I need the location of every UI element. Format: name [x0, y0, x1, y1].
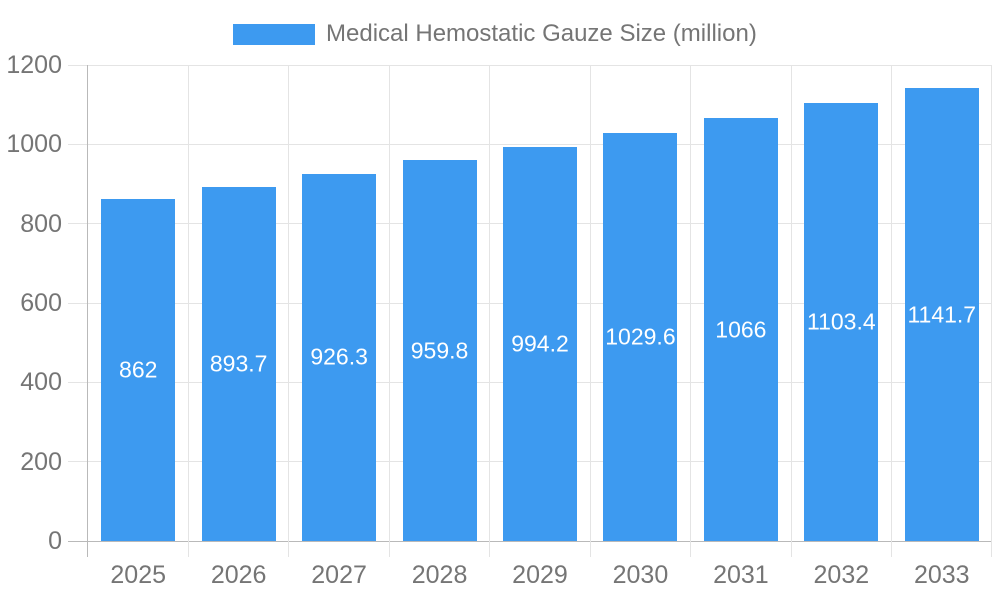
x-axis-tick [991, 541, 992, 557]
x-axis-tick [790, 541, 792, 557]
y-axis-tick [68, 143, 88, 145]
x-axis-tick [489, 541, 491, 557]
x-gridline [288, 65, 290, 541]
x-axis-label: 2032 [813, 561, 870, 589]
x-axis-label: 2031 [713, 561, 769, 589]
x-gridline [388, 65, 390, 541]
x-axis-label: 2030 [612, 561, 669, 589]
x-axis-tick [891, 541, 893, 557]
bar-2032: 1103.4 [804, 103, 879, 541]
legend-item-series[interactable]: Medical Hemostatic Gauze Size (million) [233, 20, 757, 48]
y-gridline [88, 143, 992, 145]
x-gridline [991, 65, 992, 541]
bar-2027: 926.3 [302, 173, 377, 541]
x-gridline [87, 65, 88, 541]
x-axis-tick [87, 541, 88, 557]
x-axis-label: 2033 [913, 561, 970, 589]
y-axis-label: 0 [48, 527, 62, 555]
y-axis-label: 1200 [6, 51, 62, 79]
bar-2033: 1141.7 [904, 88, 979, 541]
x-axis-tick [589, 541, 591, 557]
bar-value-label: 926.3 [310, 343, 368, 370]
y-axis-tick [68, 540, 88, 542]
y-axis-tick [68, 381, 88, 383]
bar-value-label: 994.2 [511, 330, 569, 357]
bar-2029: 994.2 [503, 146, 577, 541]
x-gridline [790, 65, 792, 541]
bar-value-label: 959.8 [410, 337, 469, 364]
bar-value-label: 893.7 [209, 350, 268, 377]
y-axis-tick [68, 302, 88, 304]
bar-2030: 1029.6 [603, 132, 678, 541]
x-axis-label: 2025 [110, 561, 167, 589]
y-axis-label: 800 [20, 209, 62, 238]
x-axis-tick [288, 541, 290, 557]
bar-2025: 862 [101, 199, 176, 541]
x-axis-label: 2027 [311, 561, 367, 589]
plot-area: 0 200 400 600 800 1000 1200 862 2025 893.7 2026 926… [6, 52, 992, 589]
x-axis-label: 2026 [210, 561, 267, 589]
x-axis-label: 2028 [411, 561, 468, 589]
y-axis-label: 400 [20, 368, 62, 397]
bar-2028: 959.8 [402, 160, 477, 541]
y-axis-tick [68, 65, 88, 66]
x-axis-tick [388, 541, 390, 557]
bar-2031: 1066 [703, 118, 778, 541]
bar-value-label: 1103.4 [807, 308, 876, 335]
bar-value-label: 862 [119, 356, 158, 383]
legend-label: Medical Hemostatic Gauze Size (million) [326, 20, 757, 47]
y-gridline [88, 540, 992, 542]
y-axis-label: 1000 [6, 130, 62, 159]
bar-value-label: 1066 [715, 316, 767, 343]
y-gridline [88, 65, 992, 66]
bar-value-label: 1029.6 [605, 323, 676, 350]
x-axis-tick [690, 541, 692, 557]
bar-2026: 893.7 [201, 186, 276, 541]
bar-value-label: 1141.7 [907, 301, 977, 328]
x-gridline [187, 65, 189, 541]
x-gridline [589, 65, 591, 541]
y-axis-tick [68, 223, 88, 225]
y-axis-tick [68, 461, 88, 463]
x-gridline [489, 65, 491, 541]
y-axis-label: 200 [20, 447, 62, 476]
y-axis-label: 600 [20, 289, 62, 317]
x-axis-label: 2029 [512, 561, 568, 589]
x-gridline [891, 65, 893, 541]
x-axis-tick [187, 541, 189, 557]
legend: Medical Hemostatic Gauze Size (million) [233, 20, 757, 48]
x-gridline [690, 65, 692, 541]
legend-swatch-icon [233, 23, 315, 45]
